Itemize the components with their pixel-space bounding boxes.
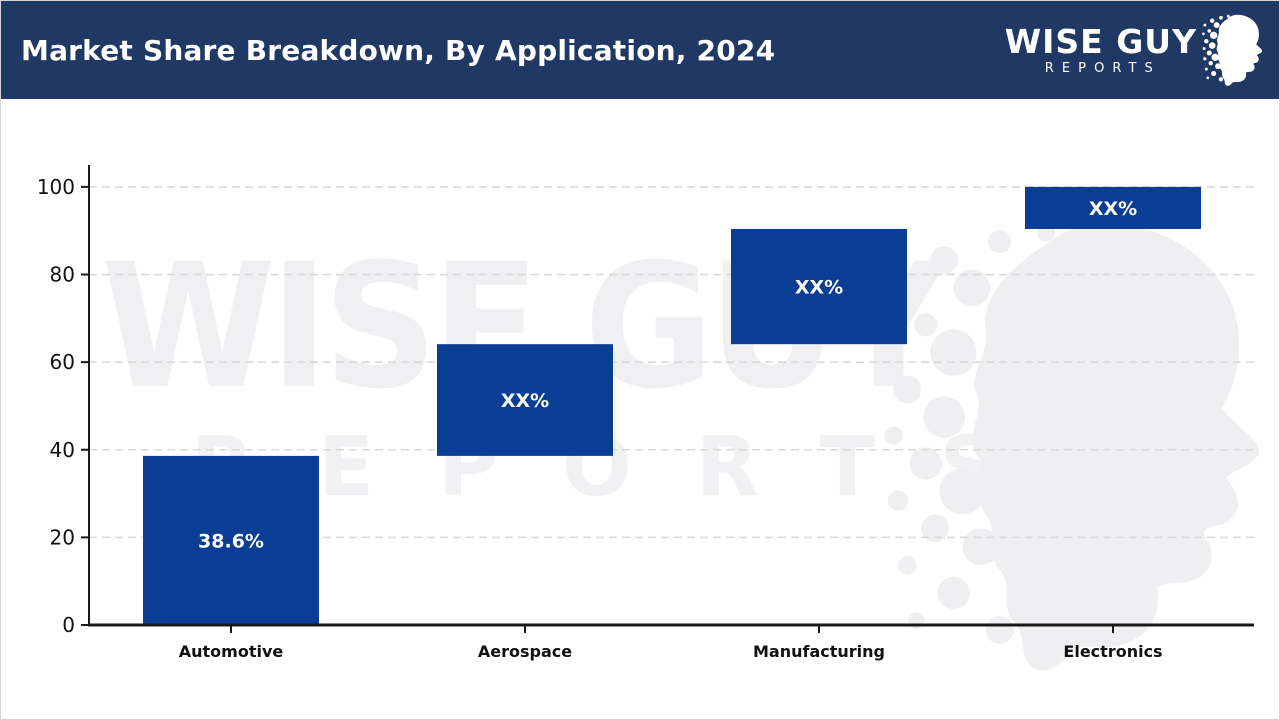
bar-automotive — [143, 455, 319, 625]
bar-value-label: XX% — [795, 277, 843, 299]
bar-value-label: 38.6% — [198, 530, 264, 552]
bar-manufacturing — [731, 228, 907, 345]
logo-text: WISE GUY REPORTS — [1005, 25, 1197, 75]
x-category-label: Electronics — [1063, 642, 1162, 661]
wiseguy-logo: WISE GUY REPORTS — [1005, 13, 1265, 87]
y-tick-label: 100 — [37, 175, 75, 199]
bar-value-label: XX% — [1089, 198, 1137, 220]
x-category-label: Automotive — [179, 642, 284, 661]
y-tick-label: 60 — [50, 350, 75, 374]
header: Market Share Breakdown, By Application, … — [1, 1, 1279, 99]
y-tick-label: 40 — [50, 438, 75, 462]
bar-value-label: XX% — [501, 390, 549, 412]
waterfall-chart: 0 20 40 60 80 100 38.6% Automotive XX% Aerospace X… — [37, 165, 1254, 661]
x-category-label: Aerospace — [478, 642, 572, 661]
bar-electronics — [1025, 186, 1201, 229]
chart-area: WISE GUY REPORTS 0 20 40 60 80 100 38.6% Automo… — [1, 99, 1280, 720]
y-tick-label: 80 — [50, 263, 75, 287]
y-tick-label: 0 — [62, 613, 75, 637]
logo-wordmark: WISE GUY — [1004, 22, 1197, 61]
y-tick-label: 20 — [50, 525, 75, 549]
logo-tagline: REPORTS — [1044, 61, 1161, 76]
logo-head-icon — [1199, 13, 1265, 87]
bar-aerospace — [437, 344, 613, 456]
x-category-label: Manufacturing — [753, 642, 885, 661]
page-title: Market Share Breakdown, By Application, … — [21, 33, 776, 67]
